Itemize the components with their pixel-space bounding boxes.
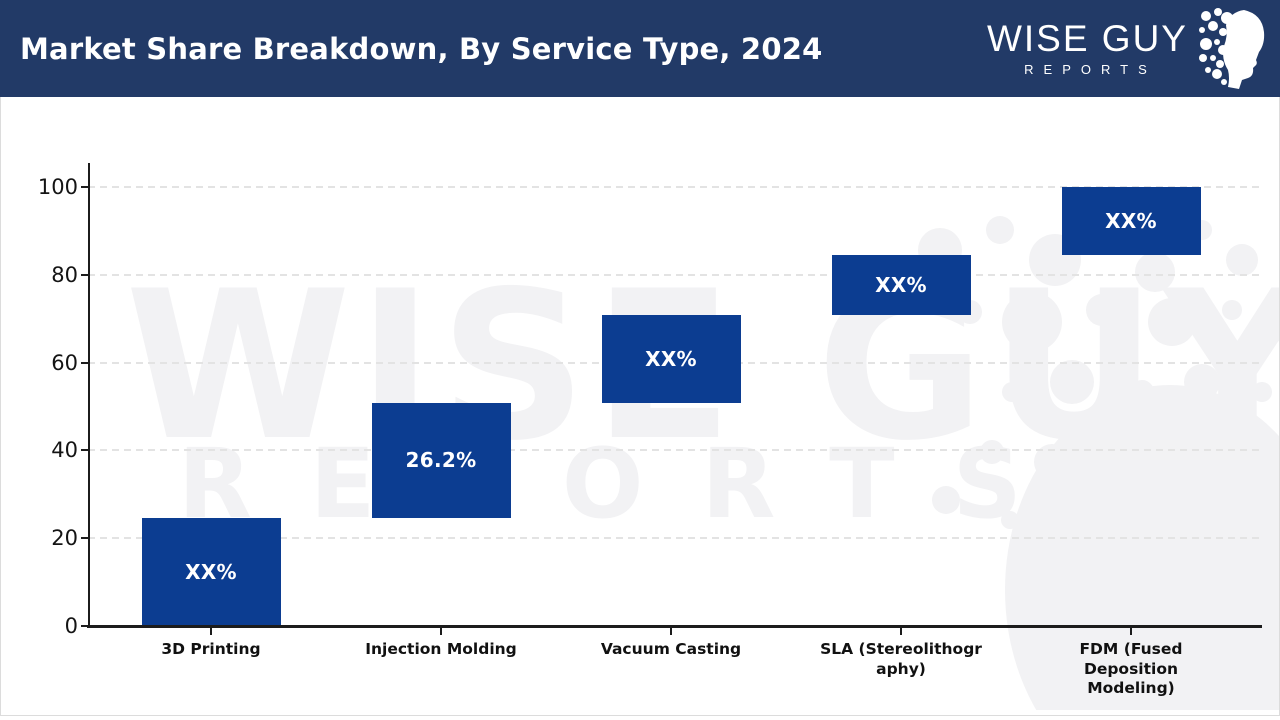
y-axis-tick [81,449,88,452]
gridline [88,449,1260,452]
y-axis-tick-label: 60 [51,350,78,375]
bar-value-label: XX% [875,272,927,297]
bar-segment: XX% [601,315,741,403]
x-axis-tick [440,628,442,635]
y-axis-tick [81,186,88,188]
bar-segment: XX% [831,254,971,316]
y-axis-tick [81,537,88,540]
y-axis-tick-label: 100 [37,175,78,199]
y-axis-tick [81,361,88,364]
y-axis-tick-label: 0 [64,614,78,638]
gridline [88,186,1260,188]
bar-value-label: 26.2% [405,448,477,473]
x-axis-category-label: Injection Molding [365,640,517,658]
page-title: Market Share Breakdown, By Service Type,… [20,31,823,66]
x-axis-tick [900,628,902,635]
header-bar: Market Share Breakdown, By Service Type,… [0,0,1280,97]
bar-value-label: XX% [645,347,697,372]
y-axis-line [88,163,90,627]
wiseguy-logo: WISE GUY REPORTS [987,6,1266,90]
bar-segment: XX% [141,518,281,626]
y-axis-tick-label: 80 [51,262,78,287]
y-axis-tick-label: 20 [51,526,78,551]
x-axis-category-label: Vacuum Casting [600,640,742,658]
logo-reports-label: REPORTS [1024,61,1157,77]
x-axis-category-label: 3D Printing [161,640,261,658]
y-axis-tick-label: 40 [51,438,78,463]
bar-value-label: XX% [1105,208,1157,233]
wiseguy-logo-text: WISE GUY REPORTS [986,18,1188,77]
bar-value-label: XX% [185,559,237,584]
x-axis-category-label: FDM (Fused Deposition Modeling) [1079,640,1183,698]
watermark-head-dots-icon [918,216,1280,710]
bar-segment: 26.2% [371,402,511,518]
watermark-text: REPORTS [178,428,1080,540]
x-axis-tick [1130,628,1132,635]
logo-wiseguy-label: WISE GUY [986,18,1188,60]
x-axis-tick [210,628,212,635]
x-axis-tick [670,628,672,635]
gridline [88,273,1260,276]
x-axis-category-label: SLA (Stereolithogr aphy) [820,640,982,678]
x-axis-line [87,625,1262,628]
y-axis-tick [81,625,88,627]
y-axis-tick [81,273,88,276]
bar-segment: XX% [1061,187,1201,255]
gridline [88,537,1260,540]
wiseguy-head-icon [1199,8,1265,89]
